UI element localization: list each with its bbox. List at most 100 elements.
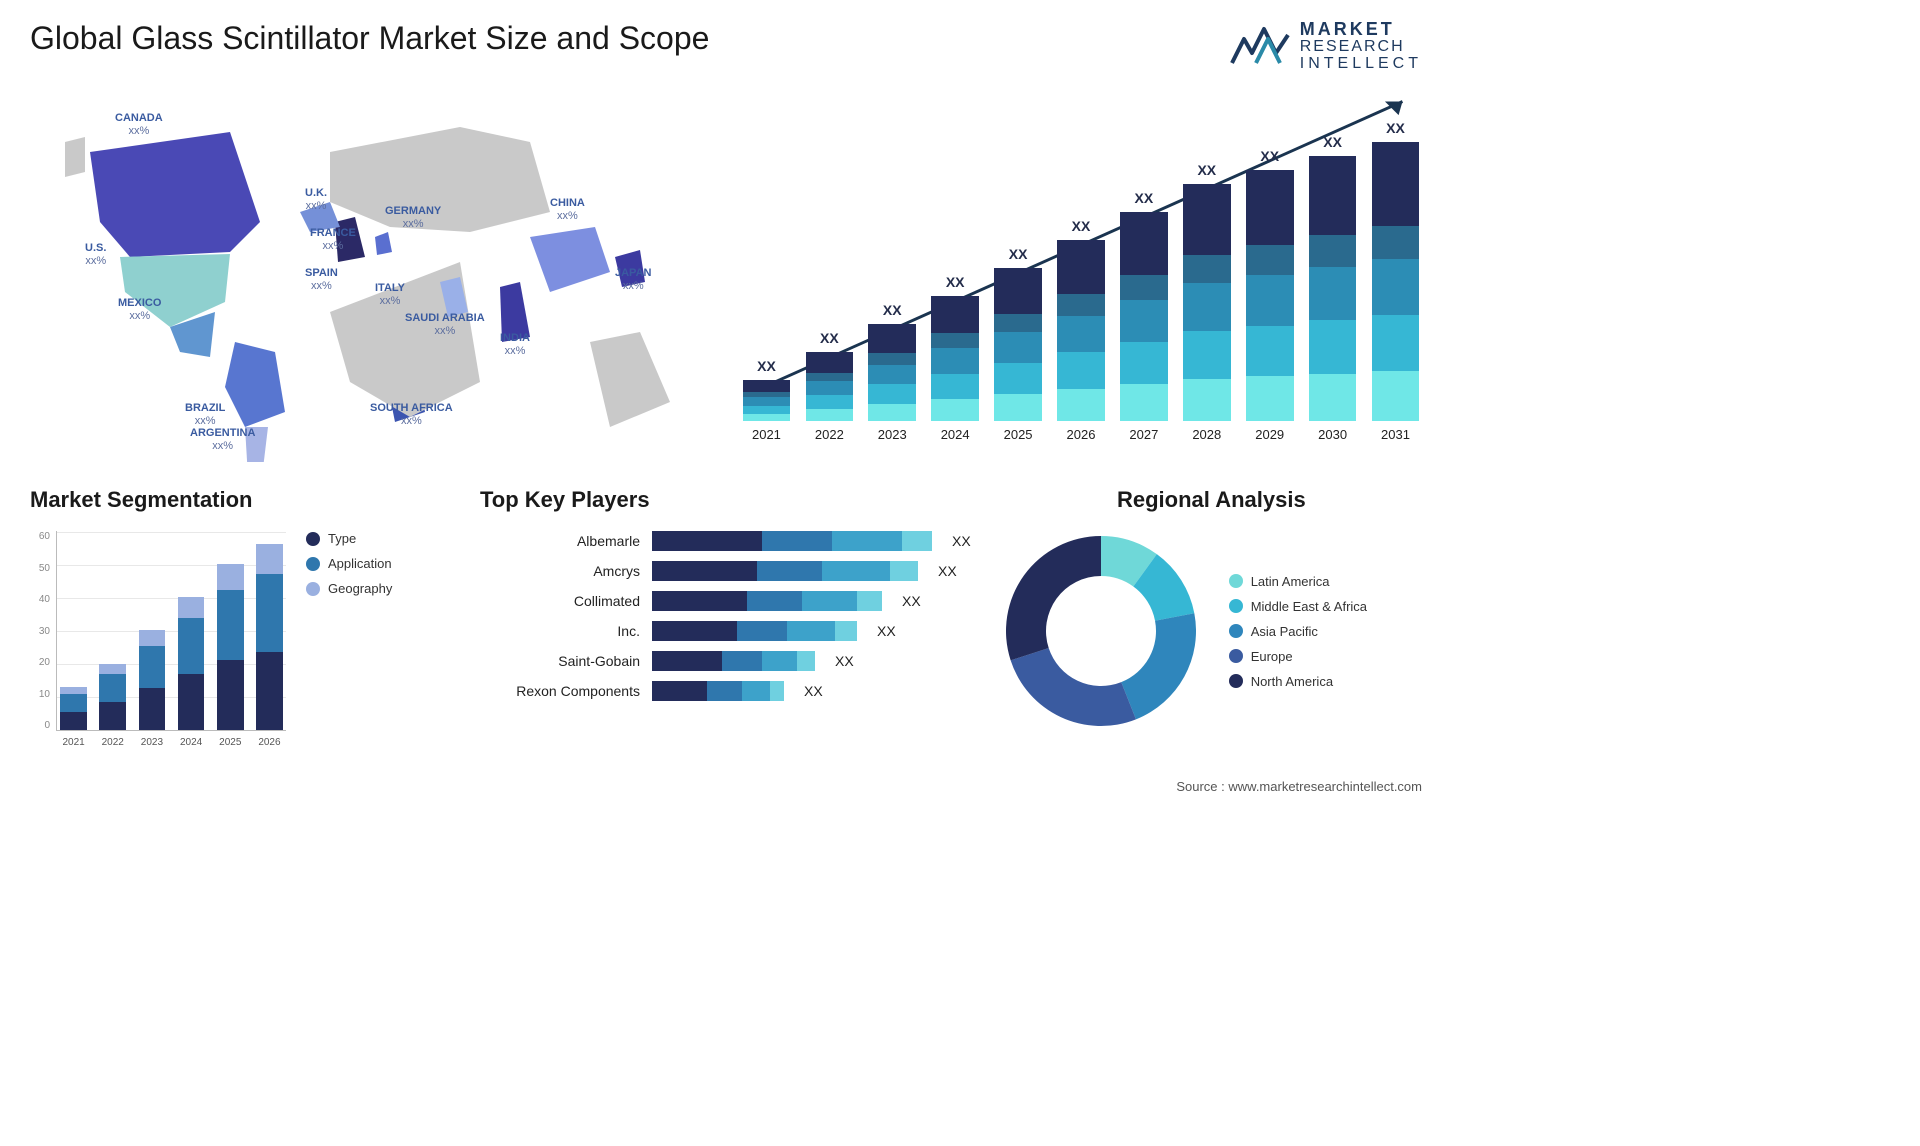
bar-segment xyxy=(1246,376,1294,421)
bar-segment xyxy=(806,381,854,395)
map-label: ARGENTINAxx% xyxy=(190,427,255,451)
player-segment xyxy=(762,531,832,551)
bar-x-label: 2028 xyxy=(1192,427,1221,442)
bar-stack xyxy=(868,324,916,422)
bar-segment xyxy=(743,380,791,393)
regional-title: Regional Analysis xyxy=(1001,487,1422,513)
bar-segment xyxy=(1246,245,1294,275)
bar-segment xyxy=(806,409,854,422)
player-segment xyxy=(652,531,762,551)
forecast-bar-col: XX2025 xyxy=(992,246,1045,443)
map-country: INDIA xyxy=(500,332,530,344)
bar-stack xyxy=(1183,184,1231,422)
y-tick: 30 xyxy=(30,626,50,637)
bar-segment xyxy=(743,406,791,414)
seg-bars-plot: 202120222023202420252026 xyxy=(56,531,286,731)
bar-segment xyxy=(1183,255,1231,284)
map-label: CHINAxx% xyxy=(550,197,585,221)
seg-bar-stack xyxy=(99,664,126,731)
map-country: U.S. xyxy=(85,242,106,254)
bar-segment xyxy=(1120,342,1168,384)
legend-label: Europe xyxy=(1251,649,1293,664)
map-label: FRANCExx% xyxy=(310,227,356,251)
source-attribution: Source : www.marketresearchintellect.com xyxy=(30,779,1422,794)
bar-segment xyxy=(994,268,1042,314)
forecast-bar-col: XX2029 xyxy=(1243,148,1296,443)
map-country: GERMANY xyxy=(385,205,441,217)
legend-label: Latin America xyxy=(1251,574,1330,589)
player-row: Rexon ComponentsXX xyxy=(480,681,971,701)
players-title: Top Key Players xyxy=(480,487,971,513)
player-name: Rexon Components xyxy=(480,683,640,699)
bar-segment xyxy=(1183,331,1231,379)
bar-segment xyxy=(868,365,916,385)
player-segment xyxy=(652,561,757,581)
bar-segment xyxy=(868,404,916,422)
seg-segment xyxy=(217,660,244,730)
hero-row: CANADAxx%U.S.xx%MEXICOxx%BRAZILxx%ARGENT… xyxy=(30,82,1422,462)
map-country: MEXICO xyxy=(118,297,161,309)
seg-segment xyxy=(178,674,205,730)
seg-bar-stack xyxy=(217,564,244,731)
seg-x-label: 2023 xyxy=(141,737,163,748)
y-tick: 60 xyxy=(30,531,50,542)
map-label: JAPANxx% xyxy=(615,267,651,291)
player-segment xyxy=(832,531,902,551)
logo-line1: MARKET xyxy=(1300,20,1422,39)
donut-slice xyxy=(1010,648,1135,726)
legend-label: Asia Pacific xyxy=(1251,624,1318,639)
seg-bar-col: 2023 xyxy=(135,531,168,730)
bar-segment xyxy=(931,296,979,334)
logo-text: MARKET RESEARCH INTELLECT xyxy=(1300,20,1422,72)
bar-segment xyxy=(1246,170,1294,246)
bar-x-label: 2026 xyxy=(1067,427,1096,442)
forecast-bar-col: XX2031 xyxy=(1369,120,1422,443)
bar-stack xyxy=(806,352,854,422)
regional-chart: Latin AmericaMiddle East & AfricaAsia Pa… xyxy=(1001,531,1422,731)
legend-dot-icon xyxy=(1229,624,1243,638)
bar-segment xyxy=(994,332,1042,363)
bar-segment xyxy=(1183,184,1231,255)
bar-x-label: 2029 xyxy=(1255,427,1284,442)
bar-segment xyxy=(1309,374,1357,422)
seg-x-label: 2025 xyxy=(219,737,241,748)
map-label: GERMANYxx% xyxy=(385,205,441,229)
bar-top-label: XX xyxy=(1072,218,1091,234)
seg-segment xyxy=(99,664,126,675)
bar-segment xyxy=(1372,371,1420,421)
forecast-bars: XX2021XX2022XX2023XX2024XX2025XX2026XX20… xyxy=(740,122,1422,442)
logo-mark-icon xyxy=(1230,23,1290,69)
legend-row: Application xyxy=(306,556,392,571)
bar-stack xyxy=(994,268,1042,422)
player-bar xyxy=(652,621,857,641)
bar-top-label: XX xyxy=(1386,120,1405,136)
legend-row: North America xyxy=(1229,674,1367,689)
seg-bar-col: 2026 xyxy=(253,531,286,730)
seg-segment xyxy=(256,652,283,730)
seg-bar-col: 2022 xyxy=(96,531,129,730)
player-row: Inc.XX xyxy=(480,621,971,641)
forecast-bar-chart: XX2021XX2022XX2023XX2024XX2025XX2026XX20… xyxy=(740,82,1422,462)
legend-row: Geography xyxy=(306,581,392,596)
map-region xyxy=(65,137,85,177)
player-segment xyxy=(802,591,857,611)
segmentation-title: Market Segmentation xyxy=(30,487,450,513)
map-value: xx% xyxy=(306,200,327,212)
seg-bar-col: 2021 xyxy=(57,531,90,730)
player-bar xyxy=(652,591,882,611)
forecast-bar-col: XX2028 xyxy=(1180,162,1233,443)
bar-segment xyxy=(1246,275,1294,325)
bar-segment xyxy=(1120,212,1168,275)
bar-x-label: 2021 xyxy=(752,427,781,442)
y-tick: 50 xyxy=(30,563,50,574)
map-label: ITALYxx% xyxy=(375,282,405,306)
bar-segment xyxy=(1057,316,1105,352)
player-value: XX xyxy=(938,563,957,579)
map-label: INDIAxx% xyxy=(500,332,530,356)
seg-segment xyxy=(217,590,244,660)
legend-row: Type xyxy=(306,531,392,546)
player-segment xyxy=(797,651,815,671)
regional-legend: Latin AmericaMiddle East & AfricaAsia Pa… xyxy=(1229,574,1367,689)
map-country: SAUDI ARABIA xyxy=(405,312,485,324)
regional-panel: Regional Analysis Latin AmericaMiddle Ea… xyxy=(1001,487,1422,731)
